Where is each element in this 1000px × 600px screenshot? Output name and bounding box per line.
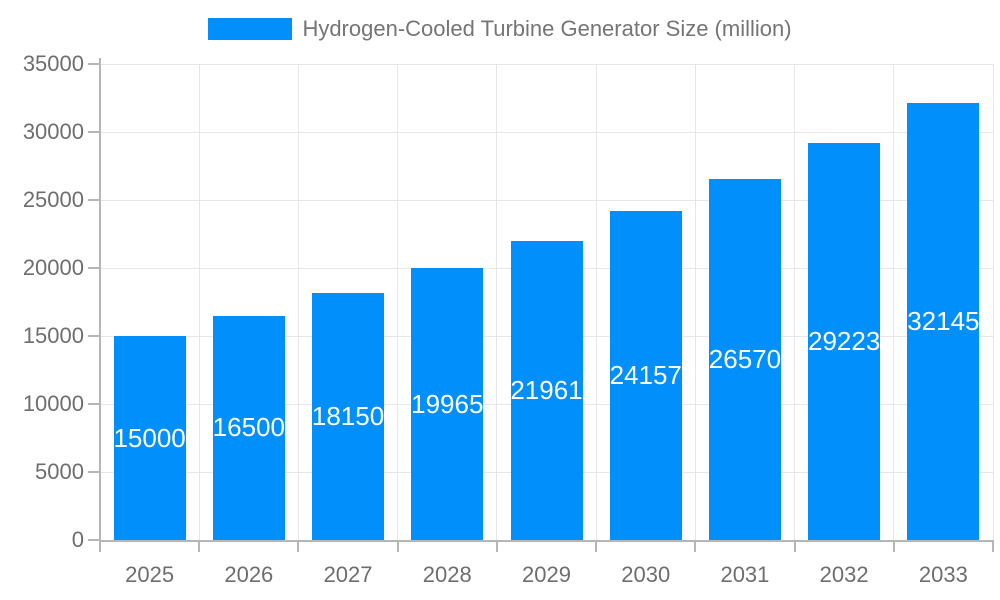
bar-2029[interactable]: 21961 xyxy=(510,241,583,540)
v-gridline xyxy=(893,64,895,540)
x-axis-label: 2026 xyxy=(224,562,274,587)
bar-value-label: 18150 xyxy=(311,401,385,432)
x-tick xyxy=(595,540,598,552)
bar-2033[interactable]: 32145 xyxy=(907,102,980,540)
y-tick xyxy=(88,199,100,201)
y-tick xyxy=(88,335,100,337)
y-tick xyxy=(88,131,100,133)
x-tick xyxy=(892,540,895,552)
bar-2032[interactable]: 29223 xyxy=(808,142,881,540)
x-tick xyxy=(396,540,399,552)
x-tick xyxy=(992,540,994,552)
bar-2025[interactable]: 15000 xyxy=(113,336,186,540)
x-tick xyxy=(793,540,796,552)
v-gridline xyxy=(794,64,796,540)
v-gridline xyxy=(496,64,498,540)
y-axis-label: 15000 xyxy=(22,323,84,348)
y-axis-label: 5000 xyxy=(35,459,84,484)
v-gridline xyxy=(992,64,994,540)
y-tick xyxy=(88,63,100,65)
bar-2026[interactable]: 16500 xyxy=(212,315,285,540)
bar-2028[interactable]: 19965 xyxy=(411,268,483,540)
legend-label: Hydrogen-Cooled Turbine Generator Size (… xyxy=(302,16,792,41)
bar-2031[interactable]: 26570 xyxy=(708,178,782,540)
x-axis-label: 2032 xyxy=(819,562,869,587)
y-tick xyxy=(88,471,100,473)
x-axis-label: 2031 xyxy=(720,562,770,587)
x-axis-label: 2027 xyxy=(323,562,373,587)
bar-value-label: 32145 xyxy=(907,305,980,336)
bar-2030[interactable]: 24157 xyxy=(610,211,682,540)
h-gridline xyxy=(100,131,993,133)
bar-value-label: 29223 xyxy=(808,325,881,356)
legend[interactable]: Hydrogen-Cooled Turbine Generator Size (… xyxy=(0,16,1000,42)
y-axis-label: 20000 xyxy=(22,255,84,280)
y-axis-label: 35000 xyxy=(22,51,84,76)
x-tick xyxy=(297,540,300,552)
bar-value-label: 15000 xyxy=(113,422,186,453)
v-gridline xyxy=(397,64,399,540)
bar-value-label: 16500 xyxy=(212,412,285,443)
bar-value-label: 19965 xyxy=(411,388,484,419)
x-axis-line xyxy=(100,540,993,542)
bar-2027[interactable]: 18150 xyxy=(312,293,384,540)
x-tick xyxy=(99,540,101,552)
x-axis-label: 2029 xyxy=(522,562,571,587)
x-tick xyxy=(694,540,697,552)
x-axis-label: 2028 xyxy=(422,562,472,587)
y-axis-line xyxy=(99,58,101,540)
v-gridline xyxy=(198,64,200,540)
y-axis-label: 25000 xyxy=(22,187,84,212)
legend-marker-swatch xyxy=(208,18,293,40)
x-axis-label: 2033 xyxy=(918,562,968,587)
y-tick xyxy=(88,403,100,405)
x-axis-label: 2030 xyxy=(621,562,671,587)
bar-value-label: 24157 xyxy=(609,360,682,391)
y-tick xyxy=(88,267,100,269)
bar-value-label: 21961 xyxy=(510,375,583,406)
h-gridline xyxy=(100,199,993,201)
y-axis-label: 10000 xyxy=(22,391,84,416)
x-tick xyxy=(198,540,201,552)
bar-value-label: 26570 xyxy=(708,343,782,374)
v-gridline xyxy=(694,64,696,540)
y-axis-label: 0 xyxy=(71,527,84,552)
v-gridline xyxy=(297,64,299,540)
v-gridline xyxy=(595,64,597,540)
x-axis-label: 2025 xyxy=(125,562,175,587)
h-gridline xyxy=(100,63,993,65)
y-tick xyxy=(88,539,100,541)
y-axis-label: 30000 xyxy=(22,119,84,144)
x-tick xyxy=(495,540,498,552)
